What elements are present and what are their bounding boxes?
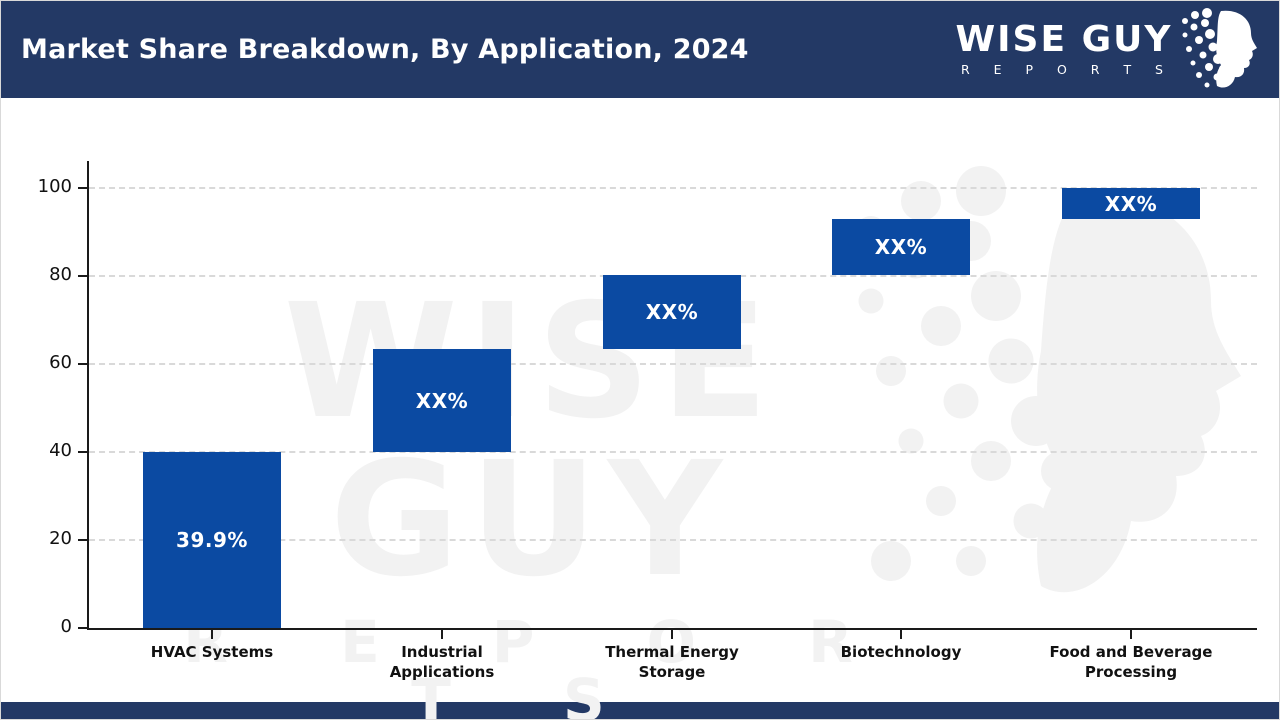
y-tick-mark [78, 363, 87, 365]
brand-subtitle: R E P O R T S [960, 62, 1173, 77]
brand-logo: WISE GUY R E P O R T S [955, 7, 1279, 93]
x-tick-mark [1130, 630, 1132, 639]
y-tick-label: 40 [49, 440, 72, 461]
gridline-y100 [89, 187, 1257, 189]
bar-value-label: XX% [645, 299, 699, 324]
x-tick-label: Thermal Energy Storage [605, 643, 739, 682]
bar-1: 39.9% [143, 452, 281, 628]
y-tick-mark [78, 187, 87, 189]
bar-4: XX% [832, 219, 970, 276]
y-tick-label: 20 [49, 528, 72, 549]
y-tick-label: 60 [49, 352, 72, 373]
brand-head-icon [1182, 7, 1257, 88]
y-tick-mark [78, 275, 87, 277]
y-tick-mark [78, 451, 87, 453]
footer-bar [1, 702, 1279, 719]
y-tick-mark [78, 539, 87, 541]
x-tick-mark [900, 630, 902, 639]
chart-title: Market Share Breakdown, By Application, … [21, 34, 749, 65]
y-tick-label: 100 [37, 176, 72, 197]
bar-value-label: XX% [874, 235, 928, 260]
bar-5: XX% [1062, 188, 1200, 220]
y-tick-label: 80 [49, 264, 72, 285]
y-tick-mark [78, 627, 87, 629]
gridline-y20 [89, 539, 1257, 541]
x-tick-label: Biotechnology [840, 643, 962, 661]
bar-value-label: XX% [415, 388, 469, 413]
y-tick-label: 0 [60, 616, 72, 637]
bar-value-label: 39.9% [176, 528, 248, 553]
x-tick-mark [211, 630, 213, 639]
x-tick-label: Food and Beverage Processing [1049, 643, 1213, 682]
bar-2: XX% [373, 348, 511, 453]
gridline-y40 [89, 451, 1257, 453]
x-tick-label: HVAC Systems [150, 643, 274, 661]
brand-logo-text: WISE GUY R E P O R T S [955, 19, 1173, 78]
header-bar: Market Share Breakdown, By Application, … [1, 1, 1279, 98]
x-tick-mark [671, 630, 673, 639]
bar-value-label: XX% [1104, 191, 1158, 216]
x-axis-line [87, 628, 1257, 630]
y-axis-line [87, 161, 89, 629]
brand-name: WISE GUY [955, 19, 1173, 60]
gridline-y60 [89, 363, 1257, 365]
bar-3: XX% [603, 275, 741, 349]
x-tick-label: Industrial Applications [389, 643, 495, 682]
x-tick-mark [441, 630, 443, 639]
